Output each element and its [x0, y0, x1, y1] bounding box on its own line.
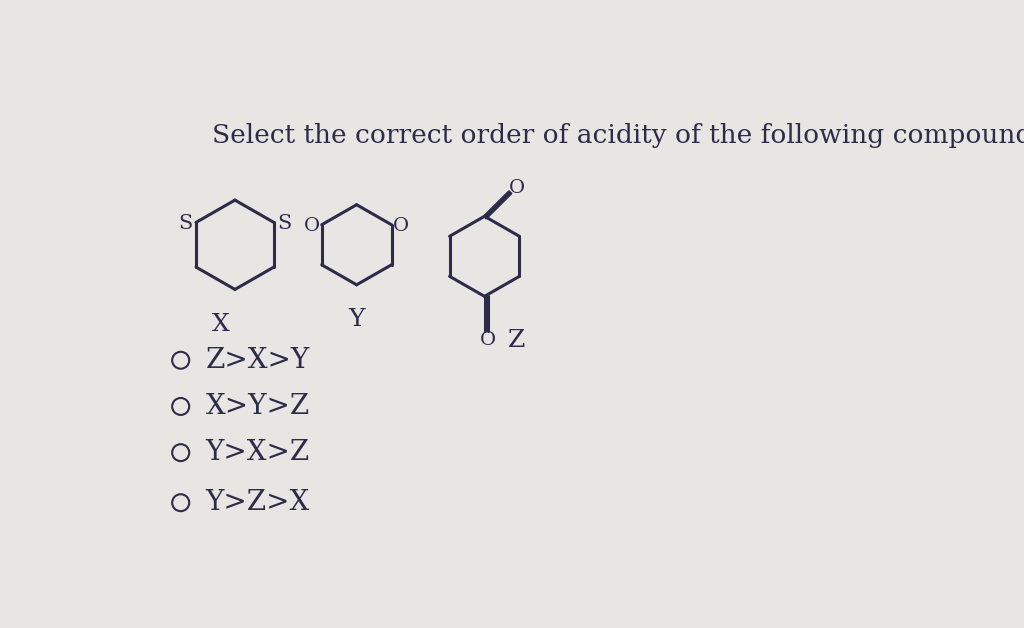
Text: Y: Y [348, 308, 365, 331]
Text: O: O [509, 179, 525, 197]
Text: O: O [480, 331, 497, 349]
Text: Z: Z [508, 328, 525, 352]
Text: Select the correct order of acidity of the following compounds.: Select the correct order of acidity of t… [212, 123, 1024, 148]
Text: X>Y>Z: X>Y>Z [206, 393, 309, 420]
Text: Y>Z>X: Y>Z>X [206, 489, 309, 516]
Text: S: S [178, 215, 193, 234]
Text: O: O [393, 217, 409, 236]
Text: X: X [212, 313, 229, 335]
Text: Z>X>Y: Z>X>Y [206, 347, 309, 374]
Text: Y>X>Z: Y>X>Z [206, 439, 309, 466]
Text: S: S [278, 215, 292, 234]
Text: O: O [304, 217, 321, 236]
